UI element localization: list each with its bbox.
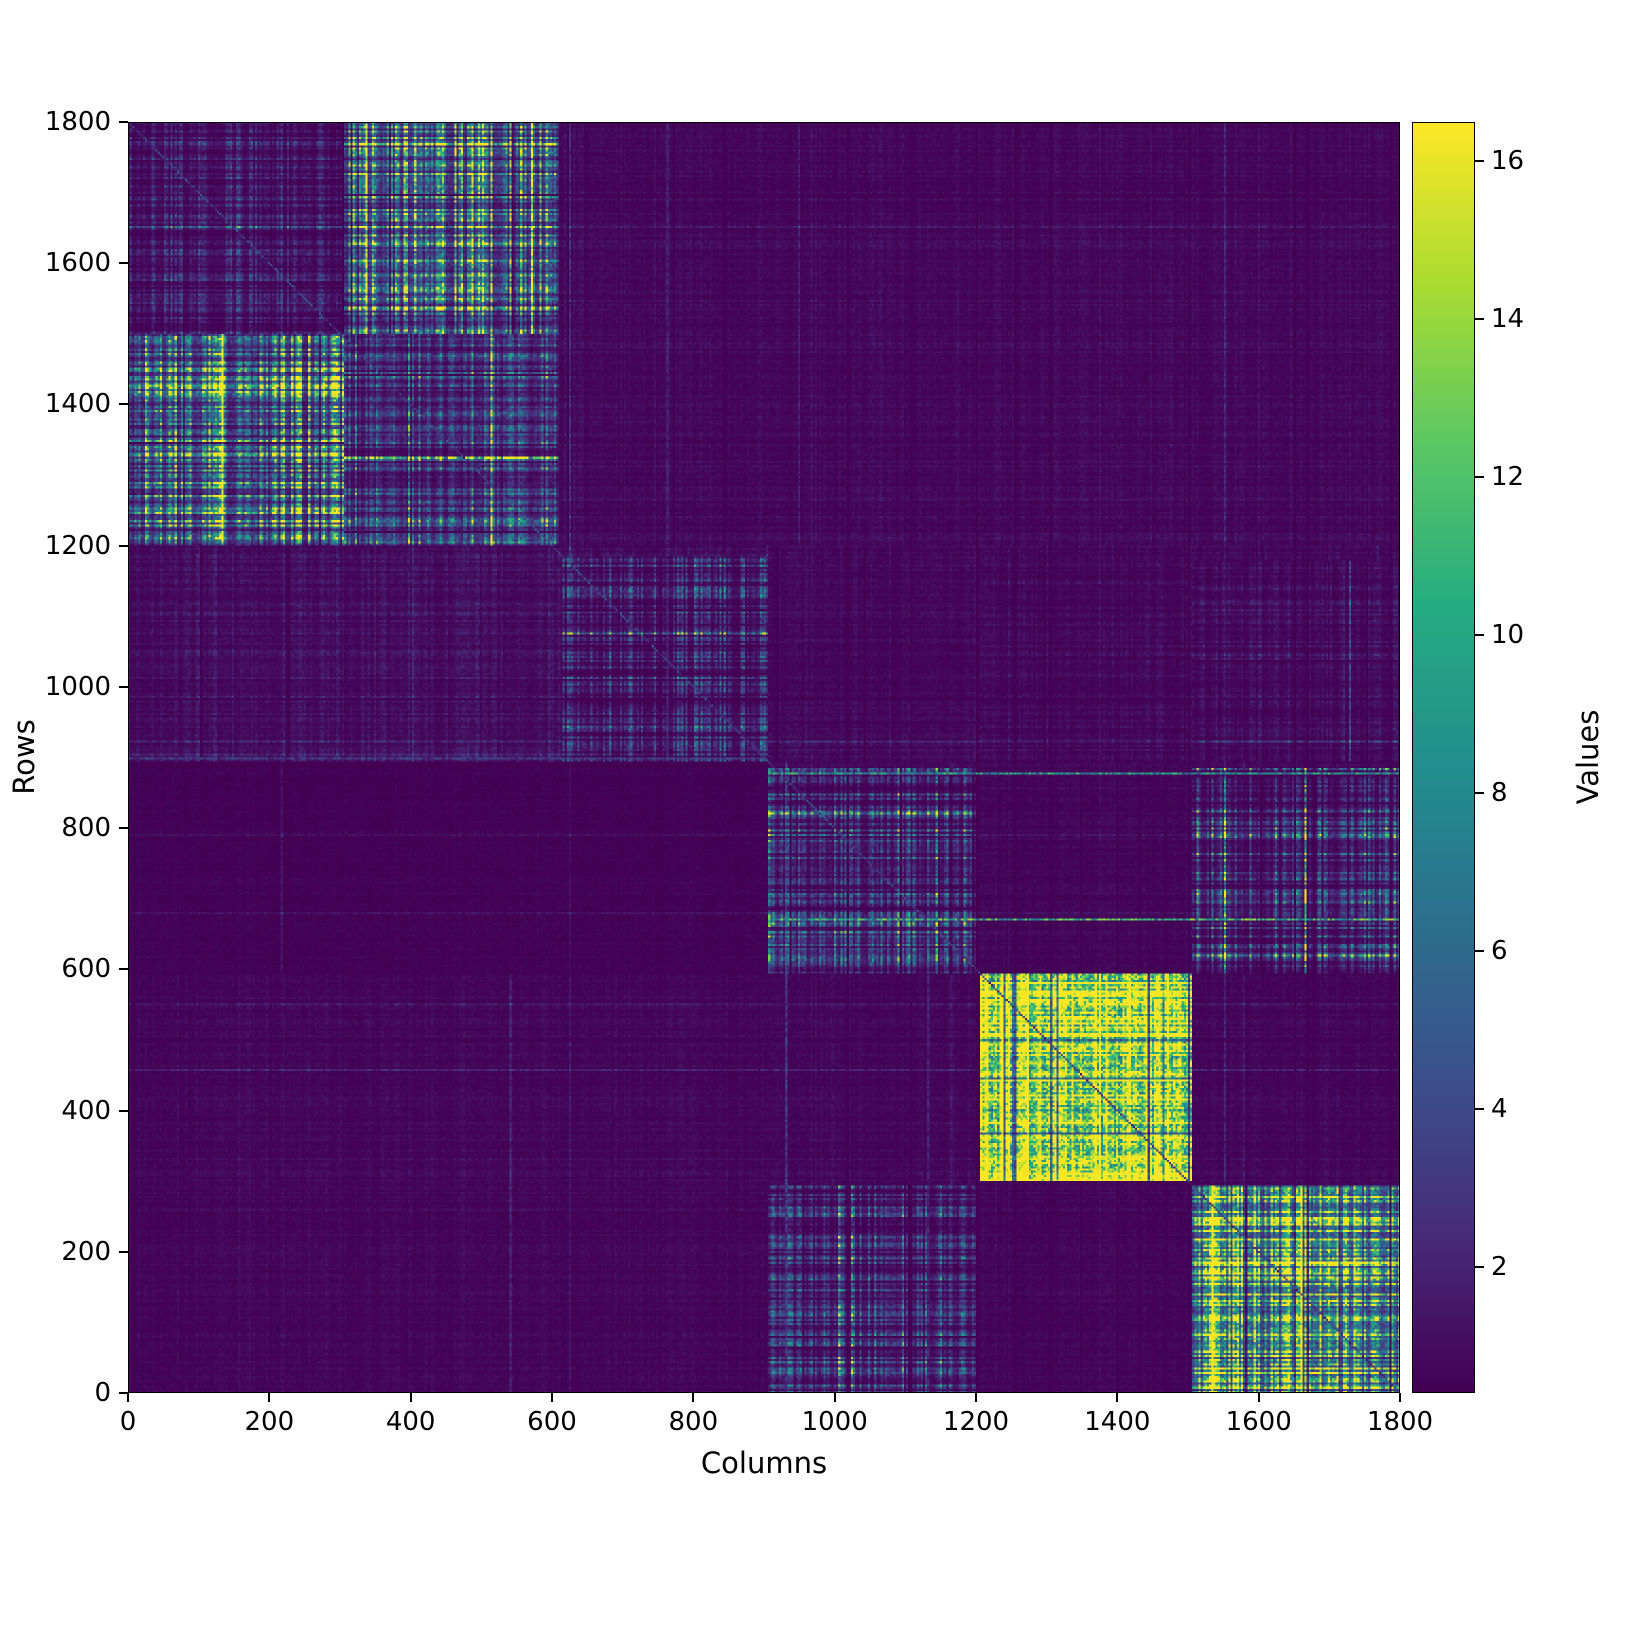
colorbar-label: Values: [1571, 709, 1605, 805]
y-tick-label: 1600: [44, 248, 111, 279]
colorbar-tick-mark: [1475, 792, 1484, 795]
y-tick-mark: [119, 1109, 128, 1112]
x-tick-label: 600: [527, 1407, 577, 1437]
y-axis-label: Rows: [7, 719, 41, 795]
x-tick-mark: [127, 1393, 129, 1402]
x-tick-label: 1800: [1366, 1407, 1434, 1437]
y-tick-label: 1200: [44, 530, 111, 561]
colorbar-tick-label: 4: [1491, 1093, 1508, 1124]
y-tick-label: 200: [61, 1236, 111, 1267]
colorbar-tick-mark: [1475, 1265, 1484, 1268]
x-tick-mark: [975, 1393, 977, 1402]
colorbar-tick-mark: [1475, 1107, 1484, 1110]
y-tick-label: 0: [94, 1378, 111, 1408]
plot-area: [128, 122, 1400, 1393]
x-axis-label: Columns: [700, 1446, 828, 1480]
y-tick-mark: [119, 262, 128, 265]
x-tick-label: 1400: [1084, 1407, 1151, 1437]
colorbar-tick-mark: [1475, 476, 1484, 479]
x-tick-mark: [409, 1393, 412, 1402]
y-tick-mark: [119, 544, 128, 547]
y-tick-mark: [119, 1250, 128, 1253]
colorbar-gradient: [1412, 122, 1475, 1393]
y-tick-mark: [119, 403, 128, 406]
x-tick-label: 800: [668, 1407, 719, 1437]
colorbar-tick-mark: [1475, 634, 1484, 637]
x-tick-label: 1200: [942, 1407, 1010, 1437]
heatmap-canvas: [128, 122, 1400, 1393]
x-tick-mark: [268, 1393, 271, 1402]
x-tick-mark: [1399, 1393, 1401, 1402]
x-tick-mark: [1116, 1393, 1119, 1402]
colorbar-tick-label: 8: [1491, 778, 1508, 809]
y-tick-label: 400: [61, 1095, 111, 1126]
y-tick-mark: [119, 121, 128, 123]
x-tick-mark: [692, 1393, 695, 1402]
colorbar-tick-label: 6: [1491, 935, 1508, 966]
colorbar-tick-label: 10: [1491, 620, 1525, 651]
y-tick-mark: [119, 827, 128, 830]
y-tick-label: 1000: [44, 671, 111, 702]
y-tick-mark: [119, 685, 128, 688]
colorbar-tick-mark: [1475, 160, 1484, 163]
x-tick-label: 1000: [801, 1407, 868, 1437]
y-tick-mark: [119, 1392, 128, 1394]
x-tick-label: 1600: [1225, 1407, 1292, 1437]
y-tick-label: 800: [61, 813, 111, 844]
colorbar: [1412, 122, 1475, 1393]
colorbar-tick-label: 16: [1491, 146, 1525, 177]
x-tick-mark: [551, 1393, 553, 1402]
y-tick-label: 1800: [44, 107, 111, 137]
x-tick-mark: [1257, 1393, 1260, 1402]
colorbar-tick-mark: [1475, 318, 1484, 321]
x-tick-label: 400: [385, 1407, 436, 1437]
x-tick-mark: [833, 1393, 836, 1402]
colorbar-tick-label: 2: [1491, 1251, 1508, 1282]
colorbar-tick-label: 12: [1491, 462, 1525, 493]
colorbar-tick-mark: [1475, 949, 1484, 952]
y-tick-mark: [119, 968, 128, 971]
colorbar-tick-label: 14: [1491, 304, 1525, 335]
x-tick-label: 0: [119, 1407, 137, 1437]
y-tick-label: 600: [61, 954, 111, 985]
y-tick-label: 1400: [44, 389, 111, 420]
x-tick-label: 200: [244, 1407, 295, 1437]
